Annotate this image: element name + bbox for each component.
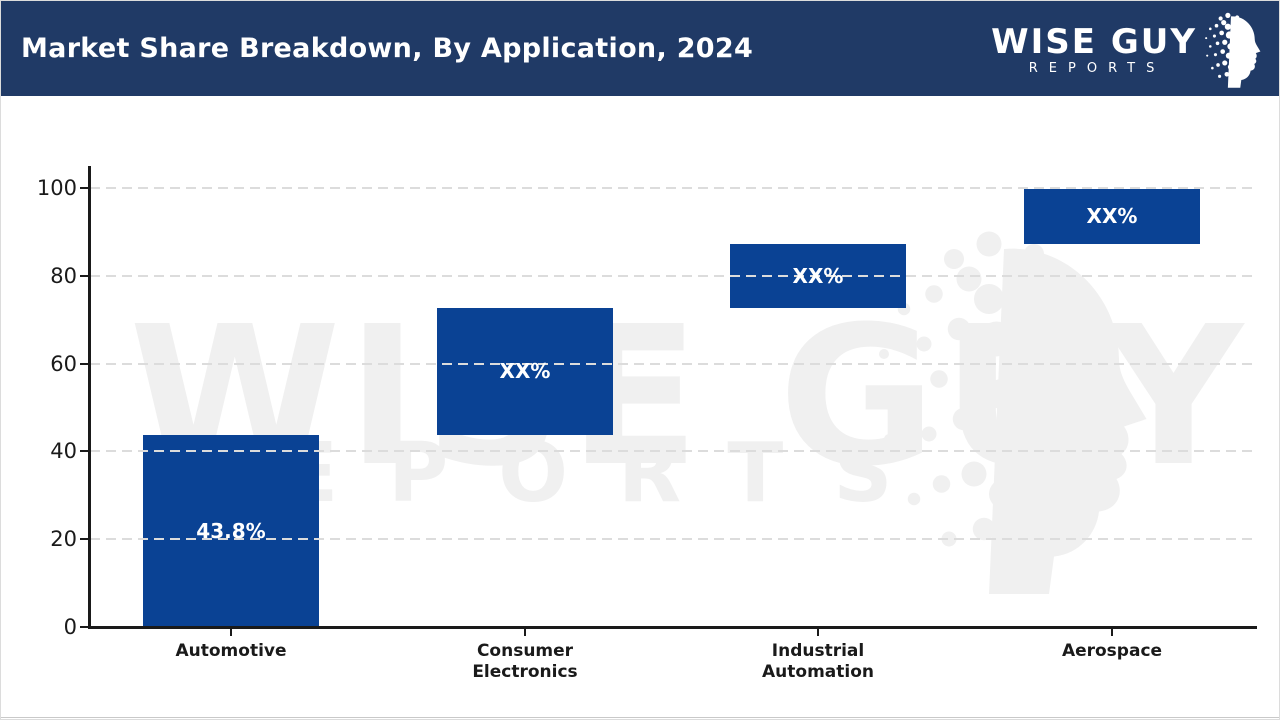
y-tick-100 (80, 187, 89, 189)
x-tick-3 (1111, 628, 1113, 636)
y-tick-label-80: 80 (50, 263, 77, 288)
y-tick-80 (80, 274, 89, 277)
logo-subtext: REPORTS (1028, 60, 1166, 76)
x-category-label-line: Automotive (175, 641, 287, 661)
chart-title: Market Share Breakdown, By Application, … (21, 33, 754, 64)
x-category-label: Industrial Automation (703, 641, 933, 683)
x-tick-2 (817, 628, 819, 636)
bar-value-label: XX% (1086, 204, 1138, 229)
x-category-label-line: Industrial (771, 641, 865, 661)
y-tick-40 (80, 450, 89, 453)
x-category-label: Consumer Electronics (410, 641, 640, 683)
y-tick-20 (80, 538, 89, 541)
x-category-label-line: Consumer (476, 641, 574, 661)
wiseguy-head-watermark-icon (879, 231, 1147, 594)
x-category-label-line: Aerospace (1061, 641, 1163, 661)
bar-value-label: 43.8% (196, 518, 266, 543)
y-tick-label-20: 20 (50, 527, 77, 552)
gridline-60 (90, 362, 1256, 365)
bar-value-label: XX% (499, 359, 551, 384)
y-tick-label-100: 100 (36, 176, 77, 200)
y-tick-label-40: 40 (50, 439, 77, 464)
wiseguy-reports-logo: WISE GUY REPORTS (991, 11, 1263, 89)
gridline-40 (90, 450, 1256, 453)
wiseguy-head-icon (1205, 12, 1261, 88)
x-tick-1 (524, 628, 526, 636)
y-axis-spine (88, 166, 91, 629)
x-category-label: Aerospace (997, 641, 1227, 662)
gridline-20 (90, 538, 1256, 541)
x-category-label-line: Automation (762, 662, 874, 682)
gridline-100 (90, 187, 1256, 189)
logo-wordmark: WISE GUY (991, 21, 1197, 62)
gridline-80 (90, 274, 1256, 277)
y-tick-label-60: 60 (50, 351, 77, 376)
x-axis-spine (88, 626, 1257, 629)
bar-value-label: XX% (792, 263, 844, 288)
x-category-label: Automotive (116, 641, 346, 662)
bar-consumer-electronics (437, 307, 613, 435)
y-tick-label-0: 0 (63, 615, 77, 639)
page-bottom-border (1, 717, 1279, 718)
x-category-label-line: Electronics (472, 662, 578, 682)
y-tick-60 (80, 362, 89, 365)
title-bar: Market Share Breakdown, By Application, … (1, 1, 1279, 96)
bar-aerospace (1024, 188, 1200, 244)
y-tick-0 (80, 626, 89, 628)
x-tick-0 (230, 628, 232, 636)
bar-automotive (143, 434, 319, 627)
